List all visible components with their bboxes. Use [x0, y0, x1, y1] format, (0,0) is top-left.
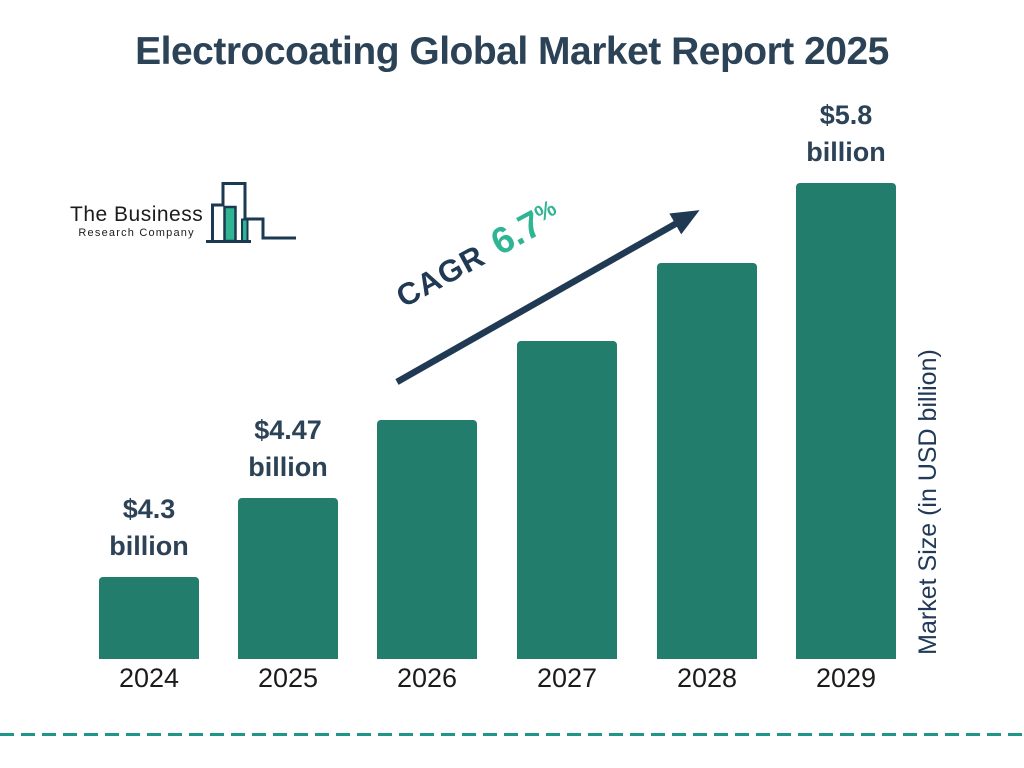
x-axis-label-2025: 2025 [257, 663, 319, 693]
bar-2027 [517, 341, 617, 659]
bottom-dashed-divider [0, 733, 1024, 736]
bar-2029 [796, 183, 896, 659]
x-axis-label-2024: 2024 [118, 663, 180, 693]
bar-chart-logo-icon [206, 182, 297, 243]
bar-value-label-2024: $4.3 billion [109, 494, 189, 561]
x-axis-label-2026: 2026 [396, 663, 458, 693]
x-axis-label-2027: 2027 [536, 663, 598, 693]
x-axis-label-2029: 2029 [815, 663, 877, 693]
bar-value-label-2029: $5.8 billion [806, 100, 886, 167]
page-title: Electrocoating Global Market Report 2025 [135, 30, 889, 73]
company-logo: The Business Research Company [70, 176, 297, 244]
x-axis-label-2028: 2028 [676, 663, 738, 693]
logo-text: The Business Research Company [70, 203, 203, 240]
bar-2025 [238, 498, 338, 659]
bar-2028 [657, 263, 757, 659]
logo-text-secondary: Research Company [78, 227, 195, 239]
bar-2024 [99, 577, 199, 659]
logo-text-primary: The Business [70, 203, 204, 226]
bar-2026 [377, 420, 477, 659]
y-axis-title: Market Size (in USD billion) [914, 349, 942, 655]
bar-value-label-2025: $4.47 billion [248, 415, 328, 482]
